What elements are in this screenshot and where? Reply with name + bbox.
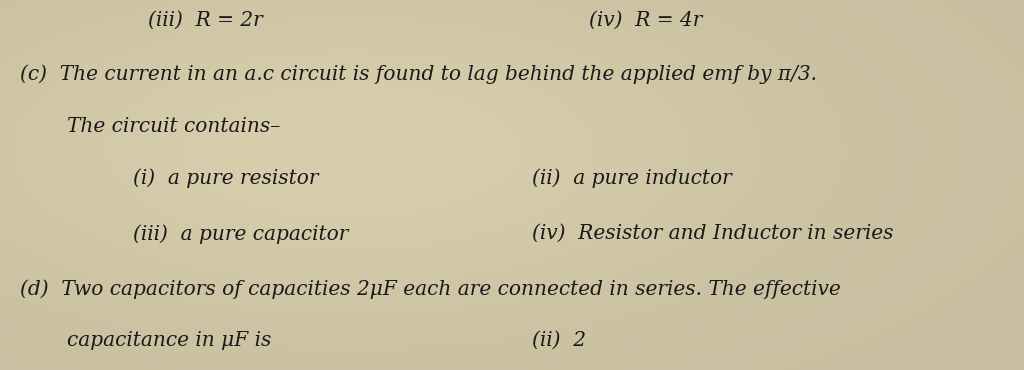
Text: (iv)  Resistor and Inductor in series: (iv) Resistor and Inductor in series (532, 224, 894, 243)
Text: (i)  a pure resistor: (i) a pure resistor (133, 168, 318, 188)
Text: (iv)  R = 4r: (iv) R = 4r (589, 11, 702, 30)
Text: capacitance in μF is: capacitance in μF is (67, 331, 271, 350)
Text: (ii)  a pure inductor: (ii) a pure inductor (532, 168, 732, 188)
Text: (ii)  2: (ii) 2 (532, 331, 587, 350)
Text: (d)  Two capacitors of capacities 2μF each are connected in series. The effectiv: (d) Two capacitors of capacities 2μF eac… (20, 279, 842, 299)
Text: (c)  The current in an a.c circuit is found to lag behind the applied emf by π/3: (c) The current in an a.c circuit is fou… (20, 65, 817, 84)
Text: (iii)  a pure capacitor: (iii) a pure capacitor (133, 224, 348, 243)
Text: The circuit contains–: The circuit contains– (67, 117, 280, 135)
Text: (iii)  R = 2r: (iii) R = 2r (148, 11, 263, 30)
